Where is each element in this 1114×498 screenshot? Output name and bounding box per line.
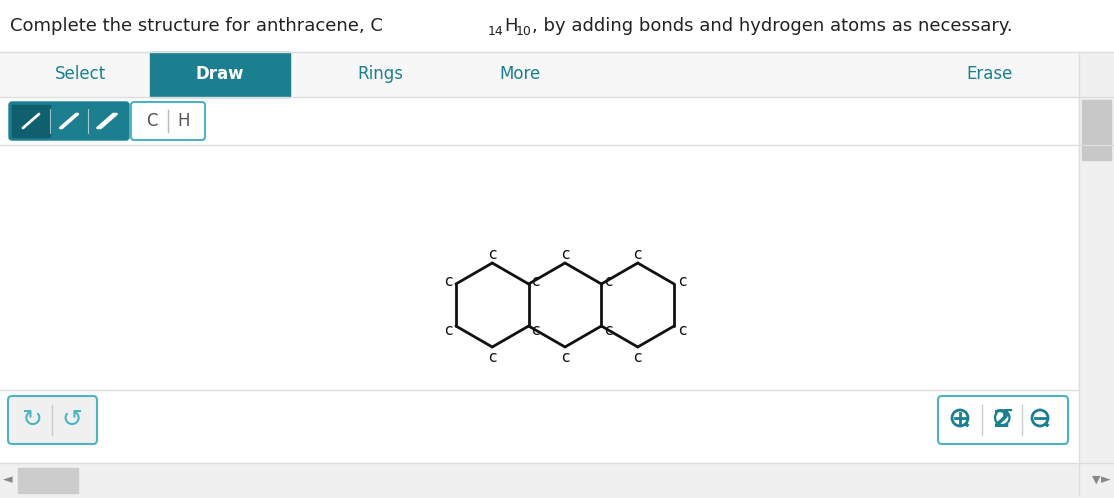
Text: c: c bbox=[604, 273, 613, 288]
Text: Rings: Rings bbox=[356, 65, 403, 83]
Text: c: c bbox=[443, 273, 452, 288]
Text: ►: ► bbox=[1101, 474, 1111, 487]
Bar bbox=[1082, 100, 1111, 160]
Bar bbox=[0, 463, 1114, 498]
Text: ◄: ◄ bbox=[3, 474, 13, 487]
Text: c: c bbox=[678, 273, 686, 288]
Text: c: c bbox=[604, 323, 613, 338]
Text: c: c bbox=[531, 323, 540, 338]
FancyBboxPatch shape bbox=[8, 396, 97, 444]
Text: c: c bbox=[443, 323, 452, 338]
Bar bbox=[0, 390, 1079, 498]
Text: ↺: ↺ bbox=[990, 406, 1014, 434]
Text: c: c bbox=[488, 247, 497, 261]
Text: 14: 14 bbox=[488, 24, 504, 37]
Text: c: c bbox=[634, 247, 642, 261]
Text: More: More bbox=[499, 65, 540, 83]
Text: c: c bbox=[634, 350, 642, 365]
Text: ↺: ↺ bbox=[61, 408, 82, 432]
Bar bbox=[0, 97, 1114, 145]
Text: c: c bbox=[488, 350, 497, 365]
Text: Erase: Erase bbox=[967, 65, 1014, 83]
Text: H: H bbox=[178, 112, 190, 130]
Bar bbox=[0, 0, 1114, 52]
Text: , by adding bonds and hydrogen atoms as necessary.: , by adding bonds and hydrogen atoms as … bbox=[532, 17, 1013, 35]
Text: c: c bbox=[531, 273, 540, 288]
Text: Complete the structure for anthracene, C: Complete the structure for anthracene, C bbox=[10, 17, 383, 35]
Bar bbox=[150, 52, 290, 97]
Bar bbox=[18, 468, 78, 493]
Text: H: H bbox=[504, 17, 518, 35]
Text: C: C bbox=[146, 112, 158, 130]
Bar bbox=[12, 105, 50, 137]
Bar bbox=[0, 52, 1114, 97]
Text: ↻: ↻ bbox=[21, 408, 42, 432]
Text: c: c bbox=[560, 350, 569, 365]
Text: c: c bbox=[560, 247, 569, 261]
FancyBboxPatch shape bbox=[131, 102, 205, 140]
Text: c: c bbox=[678, 323, 686, 338]
Bar bbox=[1079, 52, 1114, 495]
Text: ▼: ▼ bbox=[1092, 475, 1101, 485]
Text: 2: 2 bbox=[994, 408, 1010, 432]
FancyBboxPatch shape bbox=[938, 396, 1068, 444]
FancyBboxPatch shape bbox=[9, 102, 129, 140]
Text: 10: 10 bbox=[516, 24, 531, 37]
Text: Draw: Draw bbox=[196, 65, 244, 83]
Text: Select: Select bbox=[55, 65, 106, 83]
